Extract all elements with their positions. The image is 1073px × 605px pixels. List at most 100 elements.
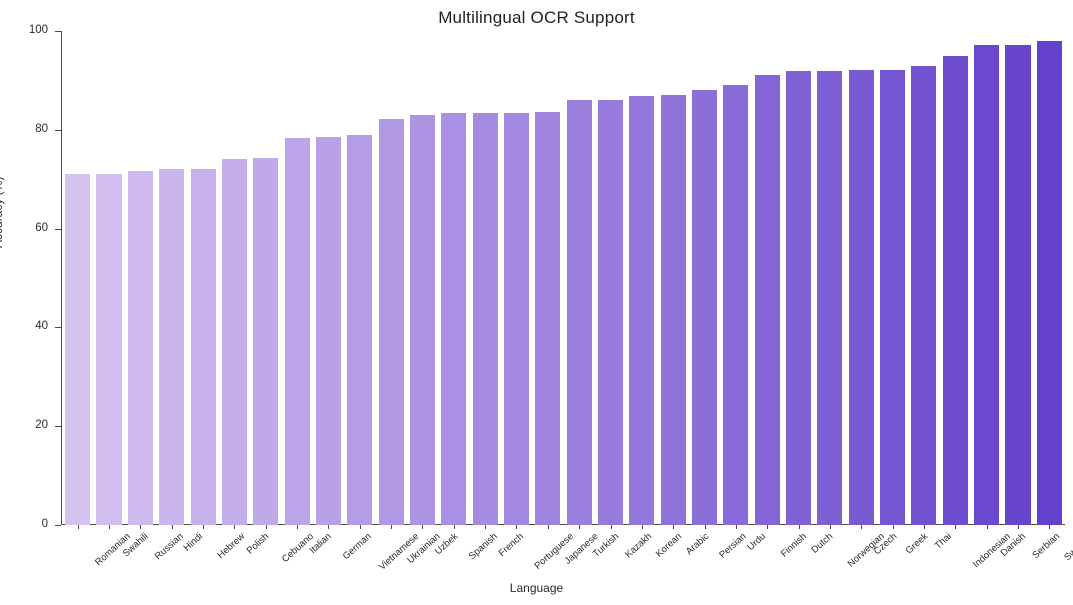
bar[interactable] bbox=[190, 168, 216, 525]
x-tick-mark bbox=[829, 525, 831, 529]
bar[interactable] bbox=[1005, 45, 1031, 525]
x-tick-mark bbox=[171, 525, 173, 529]
x-tick-label: Finnish bbox=[779, 531, 810, 560]
y-tick-mark bbox=[55, 327, 61, 329]
bar[interactable] bbox=[284, 137, 310, 525]
x-tick-mark bbox=[1049, 525, 1051, 529]
bar[interactable] bbox=[1036, 40, 1062, 525]
y-tick-mark bbox=[55, 31, 61, 32]
y-tick-mark bbox=[55, 228, 61, 230]
bar[interactable] bbox=[848, 70, 874, 525]
x-tick-mark bbox=[610, 525, 612, 529]
bar[interactable] bbox=[911, 65, 937, 525]
x-tick-mark bbox=[109, 525, 111, 529]
bar[interactable] bbox=[629, 96, 655, 525]
x-tick-mark bbox=[265, 525, 267, 529]
x-tick-mark bbox=[328, 525, 330, 529]
x-tick-label: Dutch bbox=[808, 531, 835, 556]
bar[interactable] bbox=[535, 111, 561, 525]
bar[interactable] bbox=[65, 174, 91, 525]
bar[interactable] bbox=[692, 90, 718, 525]
x-tick-label: Spanish bbox=[466, 531, 500, 563]
x-tick-mark bbox=[391, 525, 393, 529]
x-tick-label: Arabic bbox=[684, 531, 712, 558]
x-tick-label: Thai bbox=[932, 531, 954, 552]
x-tick-mark bbox=[767, 525, 769, 529]
x-tick-mark bbox=[359, 525, 361, 529]
x-tick-mark bbox=[297, 525, 299, 529]
x-tick-mark bbox=[955, 525, 957, 529]
chart-title: Multilingual OCR Support bbox=[438, 8, 635, 27]
x-axis-line bbox=[61, 524, 1065, 525]
y-axis-label: Accuracy (%) bbox=[0, 176, 5, 248]
x-tick-mark bbox=[77, 525, 79, 529]
bar[interactable] bbox=[409, 114, 435, 525]
x-axis-label: Language bbox=[509, 581, 564, 595]
x-tick-label: Swedish bbox=[1062, 531, 1073, 564]
x-tick-mark bbox=[704, 525, 706, 529]
bar[interactable] bbox=[127, 170, 153, 525]
bar[interactable] bbox=[786, 70, 812, 525]
x-tick-label: Korean bbox=[653, 531, 684, 560]
y-tick-label: 60 bbox=[35, 221, 48, 234]
x-tick-mark bbox=[892, 525, 894, 529]
x-tick-label: Polish bbox=[245, 531, 272, 557]
x-tick-label: Russian bbox=[153, 531, 187, 563]
y-axis-line bbox=[61, 31, 62, 525]
x-tick-mark bbox=[485, 525, 487, 529]
bar[interactable] bbox=[253, 158, 279, 525]
bar[interactable] bbox=[817, 70, 843, 525]
x-tick-mark bbox=[422, 525, 424, 529]
bar[interactable] bbox=[221, 158, 247, 525]
bar[interactable] bbox=[378, 119, 404, 525]
x-tick-mark bbox=[453, 525, 455, 529]
plot-area bbox=[62, 31, 1065, 525]
y-tick-mark bbox=[55, 129, 61, 131]
x-tick-mark bbox=[203, 525, 205, 529]
x-tick-mark bbox=[986, 525, 988, 529]
bar[interactable] bbox=[503, 112, 529, 525]
bar[interactable] bbox=[754, 75, 780, 525]
x-tick-mark bbox=[1017, 525, 1019, 529]
y-tick-mark bbox=[55, 525, 61, 526]
y-tick-label: 40 bbox=[35, 320, 48, 333]
bar[interactable] bbox=[96, 173, 122, 525]
x-tick-mark bbox=[641, 525, 643, 529]
y-tick-mark bbox=[55, 426, 61, 428]
x-tick-label: Hebrew bbox=[215, 531, 248, 562]
x-tick-label: Serbian bbox=[1030, 531, 1063, 562]
x-tick-mark bbox=[547, 525, 549, 529]
bar[interactable] bbox=[974, 45, 1000, 525]
x-tick-mark bbox=[735, 525, 737, 529]
x-tick-label: French bbox=[496, 531, 527, 559]
bar[interactable] bbox=[315, 136, 341, 525]
x-tick-label: Persian bbox=[716, 531, 749, 561]
bar[interactable] bbox=[566, 100, 592, 525]
bar[interactable] bbox=[472, 113, 498, 525]
x-tick-label: Hindi bbox=[181, 531, 205, 554]
bar[interactable] bbox=[441, 113, 467, 525]
x-tick-mark bbox=[516, 525, 518, 529]
bar[interactable] bbox=[159, 169, 185, 525]
bar[interactable] bbox=[942, 55, 968, 525]
bar[interactable] bbox=[597, 99, 624, 525]
x-tick-mark bbox=[673, 525, 675, 529]
x-tick-mark bbox=[923, 525, 925, 529]
y-tick-label: 20 bbox=[35, 419, 48, 432]
x-tick-label: German bbox=[341, 531, 375, 563]
bar[interactable] bbox=[660, 95, 686, 525]
x-tick-label: Urdu bbox=[745, 531, 768, 553]
y-tick-label: 100 bbox=[28, 24, 48, 36]
x-tick-label: Greek bbox=[903, 531, 930, 557]
bar[interactable] bbox=[723, 85, 749, 525]
y-tick-label: 80 bbox=[35, 122, 48, 135]
x-tick-mark bbox=[861, 525, 863, 529]
y-tick-label: 0 bbox=[41, 518, 48, 530]
x-tick-mark bbox=[798, 525, 800, 529]
x-tick-label: Kazakh bbox=[622, 531, 654, 561]
bar[interactable] bbox=[880, 70, 906, 525]
x-tick-mark bbox=[579, 525, 581, 529]
bar[interactable] bbox=[347, 135, 373, 525]
x-tick-mark bbox=[234, 525, 236, 529]
